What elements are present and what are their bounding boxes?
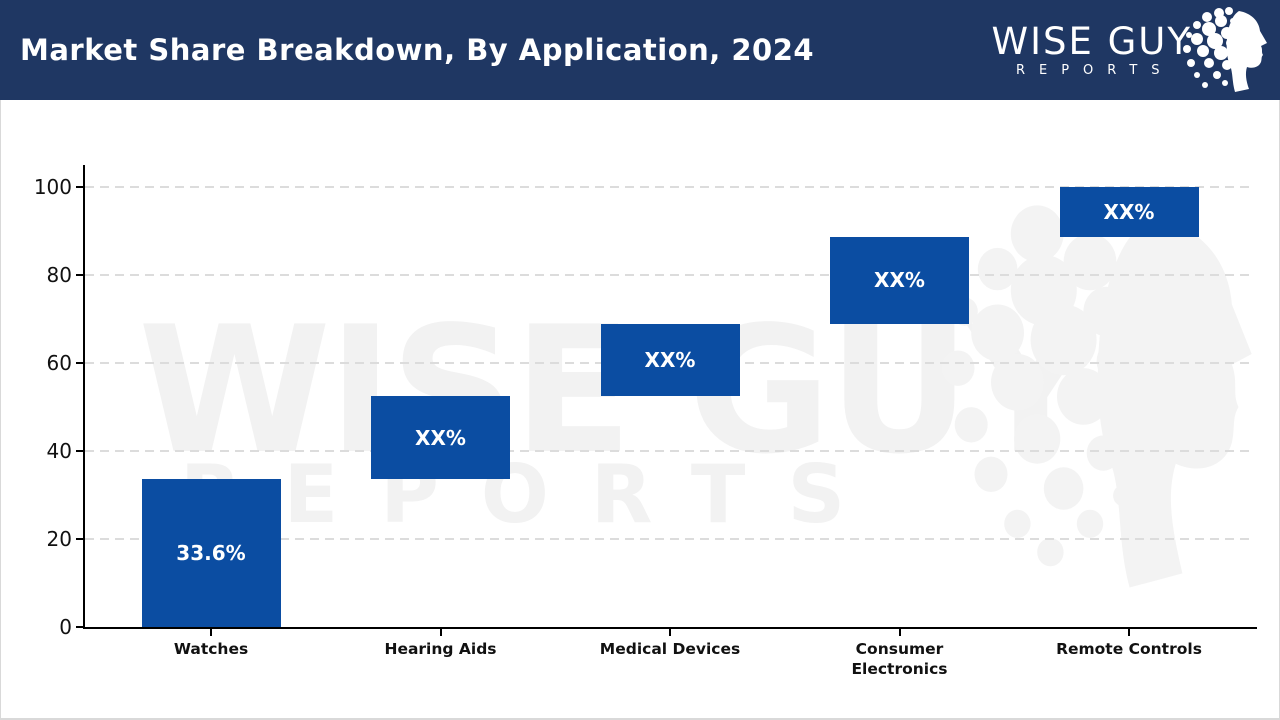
waterfall-bar: 33.6% xyxy=(141,479,281,627)
logo-wordmark: WISE GUY xyxy=(991,20,1192,63)
gridline xyxy=(85,450,1255,452)
x-tick-mark xyxy=(210,629,212,636)
bar-value-label: XX% xyxy=(874,268,925,293)
wiseguy-logo: WISE GUY REPORTS xyxy=(992,4,1274,96)
y-tick-label: 60 xyxy=(46,351,72,375)
logo-text: WISE GUY REPORTS xyxy=(991,20,1192,79)
waterfall-bar: XX% xyxy=(1059,187,1199,237)
waterfall-bar: XX% xyxy=(371,396,510,480)
gridline xyxy=(85,538,1255,540)
y-tick-mark xyxy=(76,274,84,276)
x-category-label: Remote Controls xyxy=(1056,640,1202,658)
x-category-label: Consumer Electronics xyxy=(851,640,948,678)
y-tick-mark xyxy=(76,538,84,540)
page-title: Market Share Breakdown, By Application, … xyxy=(20,33,815,67)
bar-value-label: XX% xyxy=(644,348,696,373)
border-bottom xyxy=(0,718,1280,720)
x-tick-mark xyxy=(1128,629,1130,636)
y-tick-label: 80 xyxy=(46,263,72,287)
y-tick-label: 0 xyxy=(59,615,72,639)
gridline xyxy=(85,274,1255,276)
x-axis-line xyxy=(83,627,1257,629)
x-category-label: Medical Devices xyxy=(599,640,741,658)
logo-subtitle: REPORTS xyxy=(1015,63,1174,78)
gridline xyxy=(85,186,1255,188)
y-tick-mark xyxy=(76,362,84,364)
header: Market Share Breakdown, By Application, … xyxy=(0,0,1280,100)
bar-value-label: XX% xyxy=(415,425,466,450)
y-tick-mark xyxy=(76,186,84,188)
x-tick-mark xyxy=(669,629,671,636)
y-tick-label: 40 xyxy=(46,439,72,463)
bar-value-label: XX% xyxy=(1103,199,1155,224)
waterfall-bar: XX% xyxy=(830,236,969,325)
y-tick-label: 20 xyxy=(46,527,72,551)
x-category-label: Watches xyxy=(173,640,249,658)
y-tick-mark xyxy=(76,626,84,628)
border-left xyxy=(0,100,1,720)
y-axis-line xyxy=(83,165,85,629)
x-tick-mark xyxy=(439,629,442,636)
wiseguy-face-icon xyxy=(1183,7,1267,92)
y-tick-label: 100 xyxy=(33,175,72,199)
waterfall-bar: XX% xyxy=(600,324,740,396)
x-tick-mark xyxy=(898,629,901,636)
y-tick-mark xyxy=(76,450,84,452)
bar-value-label: 33.6% xyxy=(176,541,246,566)
x-category-label: Hearing Aids xyxy=(384,640,497,658)
